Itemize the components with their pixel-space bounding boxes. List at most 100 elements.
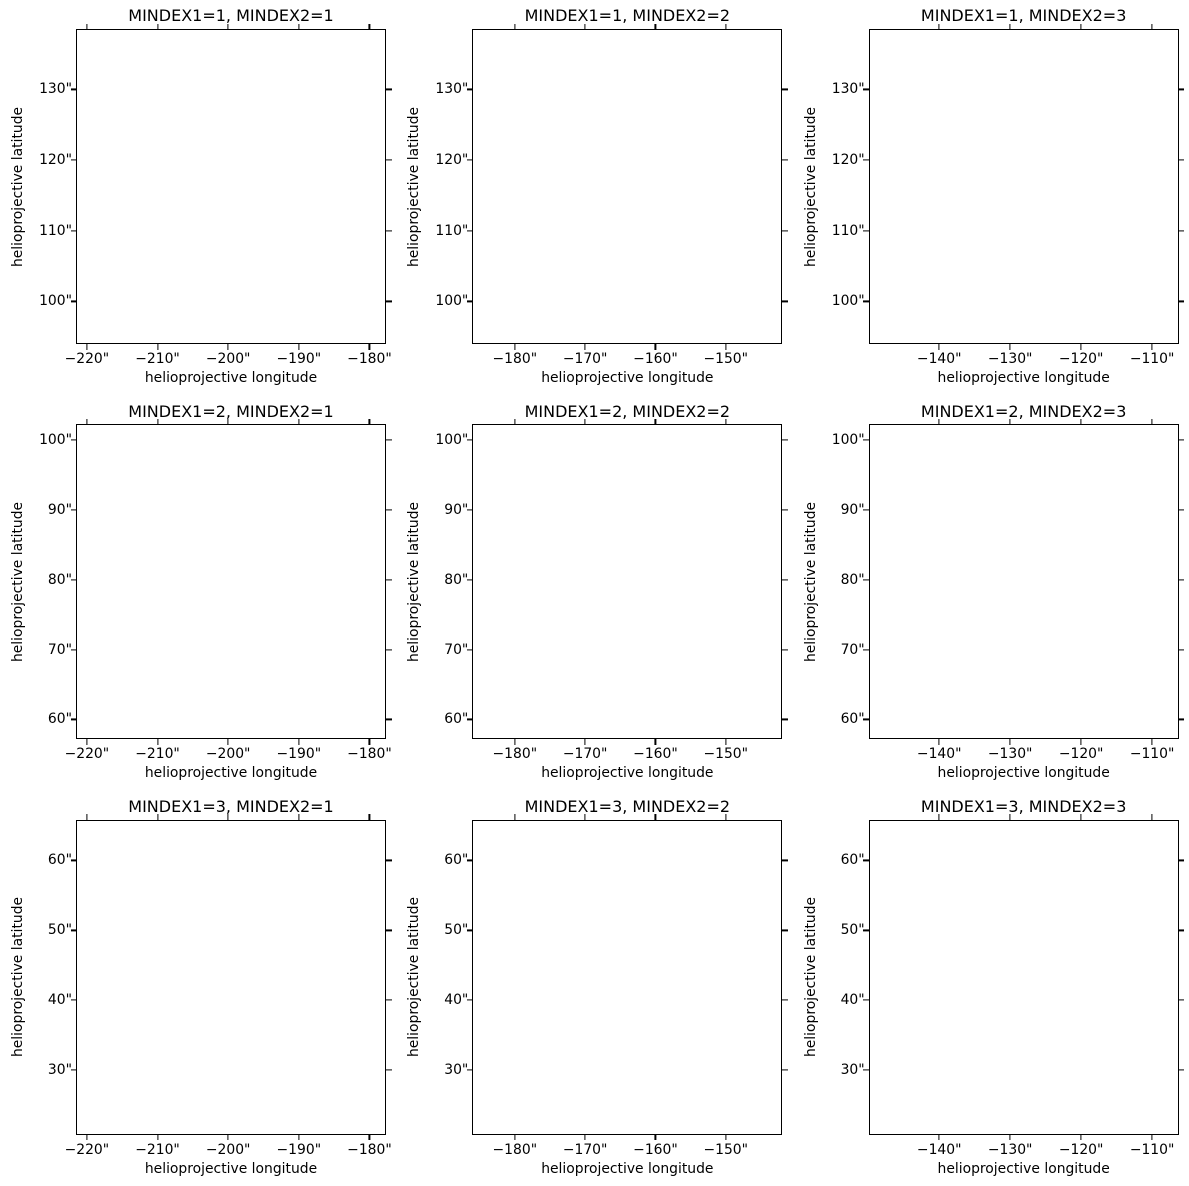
x-tick-label: −190" xyxy=(276,746,322,763)
y-tick-label: 30" xyxy=(840,1062,865,1079)
y-tick-mark xyxy=(781,300,788,302)
y-tick-label: 80" xyxy=(444,571,469,588)
x-tick-mark xyxy=(86,343,88,350)
x-axis-label: helioprojective longitude xyxy=(541,370,714,386)
y-axis-label: helioprojective latitude xyxy=(406,106,423,267)
y-tick-mark xyxy=(863,649,870,651)
x-tick-mark xyxy=(368,418,371,426)
x-tick-mark xyxy=(1080,738,1082,745)
subplot-mindex1-2-mindex2-1: MINDEX1=2, MINDEX2=1 helioprojective lon… xyxy=(0,395,396,790)
y-tick-mark xyxy=(781,859,788,862)
y-tick-mark xyxy=(1177,300,1185,302)
x-tick-mark xyxy=(368,23,371,30)
x-tick-label: −110" xyxy=(1129,1141,1175,1158)
x-axis-label: helioprojective longitude xyxy=(144,370,318,386)
y-tick-mark xyxy=(781,579,788,581)
x-tick-label: −120" xyxy=(1058,1141,1104,1158)
y-tick-label: 120" xyxy=(831,152,865,168)
subplot-title: MINDEX1=3, MINDEX2=2 xyxy=(524,797,731,817)
y-tick-label: 70" xyxy=(444,641,469,658)
y-tick-mark xyxy=(781,159,788,161)
x-tick-label: −200" xyxy=(205,746,251,763)
x-tick-label: −130" xyxy=(987,1141,1033,1158)
y-tick-label: 120" xyxy=(435,152,469,168)
y-tick-mark xyxy=(466,649,474,651)
y-tick-label: 40" xyxy=(840,992,865,1009)
y-tick-label: 70" xyxy=(47,641,72,658)
y-tick-mark xyxy=(1177,649,1185,651)
y-tick-mark xyxy=(70,509,77,511)
x-tick-mark xyxy=(1151,343,1153,350)
x-axis-label: helioprojective longitude xyxy=(937,765,1110,782)
y-tick-mark xyxy=(70,718,77,721)
y-tick-label: 50" xyxy=(47,922,72,939)
x-tick-mark xyxy=(584,814,586,821)
y-tick-mark xyxy=(466,439,474,441)
x-tick-label: −150" xyxy=(703,351,749,367)
x-tick-label: −210" xyxy=(135,746,180,763)
y-tick-mark xyxy=(70,649,77,651)
x-tick-mark xyxy=(298,418,300,426)
y-tick-mark xyxy=(466,230,474,232)
x-tick-mark xyxy=(584,418,586,426)
x-tick-mark xyxy=(227,343,229,350)
x-tick-mark xyxy=(298,23,300,30)
x-tick-mark xyxy=(368,738,371,745)
x-tick-mark xyxy=(1151,418,1153,426)
x-tick-label: −150" xyxy=(703,746,749,763)
y-tick-label: 70" xyxy=(840,641,865,658)
y-tick-mark xyxy=(863,439,870,441)
x-tick-label: −180" xyxy=(492,351,538,367)
x-tick-mark xyxy=(514,814,516,821)
y-tick-label: 130" xyxy=(435,81,469,98)
y-tick-label: 80" xyxy=(47,571,72,588)
y-tick-label: 90" xyxy=(47,501,72,518)
x-tick-mark xyxy=(584,23,586,30)
y-tick-label: 100" xyxy=(435,431,469,448)
x-tick-label: −180" xyxy=(347,1141,392,1158)
x-tick-mark xyxy=(1151,814,1153,821)
y-tick-mark xyxy=(863,1069,870,1071)
y-tick-label: 60" xyxy=(47,852,72,869)
x-axis-label: helioprojective longitude xyxy=(541,765,714,782)
x-tick-mark xyxy=(156,343,159,350)
y-tick-mark xyxy=(70,439,77,441)
y-tick-mark xyxy=(1177,509,1185,511)
x-tick-mark xyxy=(298,1133,300,1141)
y-tick-mark xyxy=(781,88,788,90)
y-tick-mark xyxy=(466,929,474,931)
y-tick-mark xyxy=(863,999,870,1001)
y-tick-mark xyxy=(385,999,392,1001)
y-tick-label: 130" xyxy=(39,81,72,98)
y-tick-mark xyxy=(781,1069,788,1071)
x-tick-mark xyxy=(514,418,516,426)
y-tick-mark xyxy=(1177,999,1185,1001)
subplot-title: MINDEX1=2, MINDEX2=1 xyxy=(128,401,334,421)
x-tick-label: −220" xyxy=(64,746,110,763)
subplot-title: MINDEX1=2, MINDEX2=3 xyxy=(920,401,1127,421)
y-tick-label: 30" xyxy=(47,1062,72,1079)
y-tick-mark xyxy=(385,88,392,90)
subplot-mindex1-1-mindex2-2: MINDEX1=1, MINDEX2=2 helioprojective lon… xyxy=(396,0,792,395)
x-tick-label: −190" xyxy=(276,351,322,367)
x-tick-mark xyxy=(227,23,229,30)
y-tick-mark xyxy=(1177,579,1185,581)
y-tick-mark xyxy=(1177,88,1185,90)
plot-area: MINDEX1=1, MINDEX2=1 helioprojective lon… xyxy=(10,7,392,386)
y-tick-label: 100" xyxy=(39,293,72,310)
y-tick-label: 110" xyxy=(39,222,72,239)
x-axis-label: helioprojective longitude xyxy=(144,765,318,782)
x-tick-mark xyxy=(227,1133,229,1141)
y-tick-mark xyxy=(70,929,77,931)
y-axis-label: helioprojective latitude xyxy=(10,897,26,1058)
y-tick-label: 100" xyxy=(435,293,469,310)
y-tick-mark xyxy=(863,509,870,511)
x-tick-mark xyxy=(725,1133,727,1141)
x-tick-mark xyxy=(654,1133,657,1141)
y-axis-label: helioprojective latitude xyxy=(406,501,423,662)
x-tick-mark xyxy=(227,738,229,745)
x-tick-mark xyxy=(1080,814,1082,821)
plot-area: MINDEX1=2, MINDEX2=1 helioprojective lon… xyxy=(10,403,392,782)
y-tick-mark xyxy=(863,159,870,161)
x-tick-mark xyxy=(1009,1133,1011,1141)
